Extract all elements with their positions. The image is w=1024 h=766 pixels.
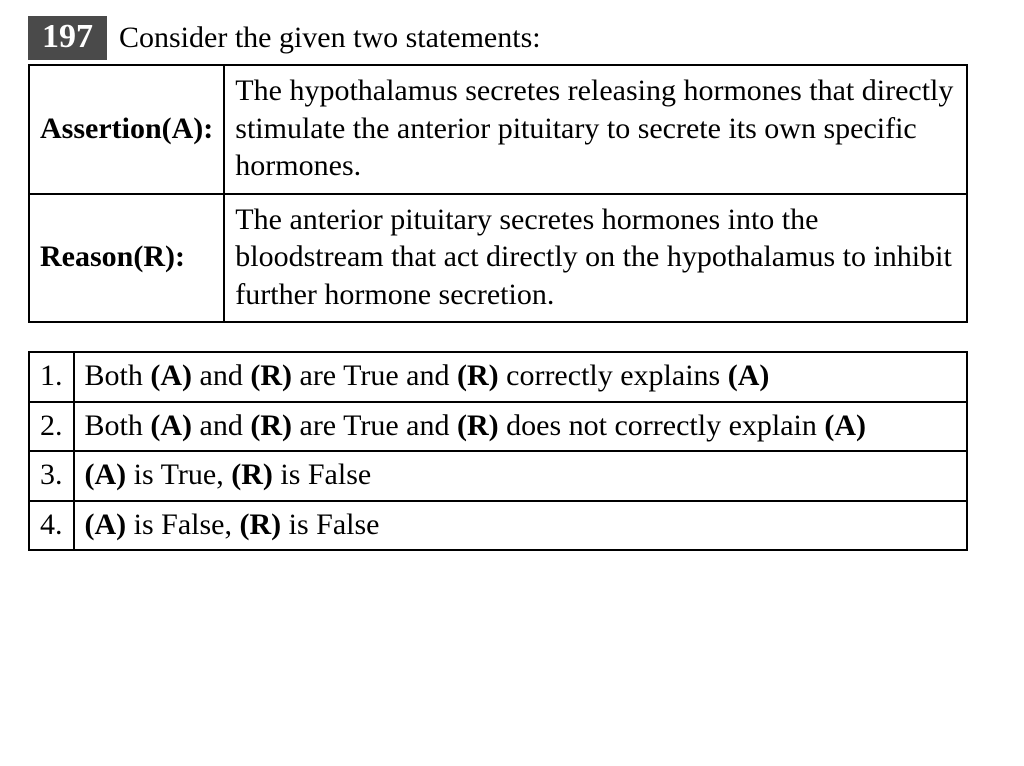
opt-r: (R): [240, 508, 282, 541]
option-text: (A) is True, (R) is False: [74, 451, 968, 501]
option-number: 1.: [29, 352, 74, 402]
opt-r2: (R): [457, 359, 499, 392]
option-number: 2.: [29, 402, 74, 452]
opt-r2: (R): [457, 409, 499, 442]
option-text: (A) is False, (R) is False: [74, 501, 968, 551]
opt-pre: Both: [85, 409, 151, 442]
assertion-label: Assertion(A):: [29, 65, 224, 194]
option-row-2: 2. Both (A) and (R) are True and (R) doe…: [29, 402, 967, 452]
options-table: 1. Both (A) and (R) are True and (R) cor…: [28, 351, 968, 551]
opt-mid1: and: [192, 409, 250, 442]
option-row-1: 1. Both (A) and (R) are True and (R) cor…: [29, 352, 967, 402]
question-block: 197 Consider the given two statements: A…: [0, 0, 1024, 567]
opt-a: (A): [85, 458, 127, 491]
question-header: 197 Consider the given two statements:: [28, 16, 996, 60]
option-row-3: 3. (A) is True, (R) is False: [29, 451, 967, 501]
opt-pre: Both: [85, 359, 151, 392]
assertion-text: The hypothalamus secretes releasing horm…: [224, 65, 967, 194]
opt-a: (A): [85, 508, 127, 541]
opt-r: (R): [250, 359, 292, 392]
reason-row: Reason(R): The anterior pituitary secret…: [29, 194, 967, 323]
opt-mid1: is True,: [126, 458, 231, 491]
reason-label: Reason(R):: [29, 194, 224, 323]
opt-mid2: are True and: [292, 409, 457, 442]
option-number: 3.: [29, 451, 74, 501]
opt-mid3: does not correctly explain: [499, 409, 825, 442]
opt-a: (A): [150, 409, 192, 442]
opt-a: (A): [150, 359, 192, 392]
reason-text: The anterior pituitary secretes hormones…: [224, 194, 967, 323]
option-text: Both (A) and (R) are True and (R) correc…: [74, 352, 968, 402]
opt-mid1: and: [192, 359, 250, 392]
opt-mid2: are True and: [292, 359, 457, 392]
opt-r: (R): [231, 458, 273, 491]
opt-a2: (A): [728, 359, 770, 392]
question-number-badge: 197: [28, 16, 107, 60]
opt-a2: (A): [824, 409, 866, 442]
option-number: 4.: [29, 501, 74, 551]
opt-mid2: is False: [281, 508, 379, 541]
assertion-reason-table: Assertion(A): The hypothalamus secretes …: [28, 64, 968, 323]
option-row-4: 4. (A) is False, (R) is False: [29, 501, 967, 551]
opt-mid1: is False,: [126, 508, 239, 541]
assertion-row: Assertion(A): The hypothalamus secretes …: [29, 65, 967, 194]
opt-mid3: correctly explains: [499, 359, 728, 392]
option-text: Both (A) and (R) are True and (R) does n…: [74, 402, 968, 452]
opt-mid2: is False: [273, 458, 371, 491]
opt-r: (R): [250, 409, 292, 442]
question-prompt: Consider the given two statements:: [119, 21, 541, 55]
